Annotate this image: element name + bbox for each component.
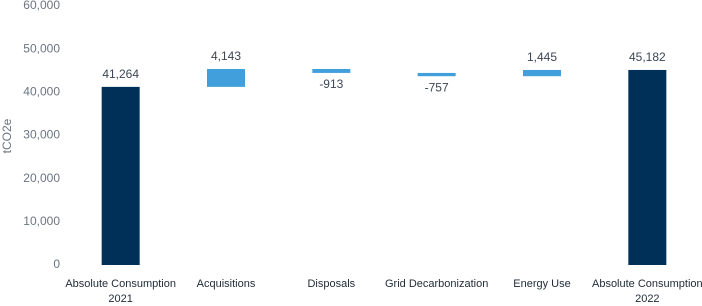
value-label: -913 [319, 77, 343, 91]
bar [207, 68, 245, 87]
bar [523, 69, 561, 77]
x-tick-label: Acquisitions [196, 278, 256, 290]
y-tick-label: 50,000 [23, 41, 60, 55]
bar [628, 69, 667, 266]
x-tick-label: Absolute Consumption 2022 [591, 278, 702, 305]
value-label: 1,445 [527, 50, 557, 64]
y-tick-label: 0 [53, 257, 60, 271]
y-tick-label: 20,000 [23, 171, 60, 185]
value-label: 45,182 [629, 50, 666, 64]
y-tick-label: 60,000 [23, 0, 60, 12]
value-label: 41,264 [102, 67, 139, 81]
y-tick-label: 40,000 [23, 85, 60, 99]
y-axis-title: tCO2e [0, 118, 14, 153]
bar [312, 68, 351, 73]
x-tick-label: Energy Use [513, 278, 571, 290]
x-tick-label: Absolute Consumption 2021 [65, 278, 176, 305]
x-tick-label: Disposals [307, 278, 356, 290]
value-label: -757 [425, 80, 449, 94]
x-tick-label: Grid Decarbonization [384, 278, 489, 290]
y-tick-label: 10,000 [23, 214, 60, 228]
value-label: 4,143 [211, 49, 241, 63]
bar [417, 72, 456, 77]
bar [101, 86, 140, 265]
y-tick-label: 30,000 [23, 128, 60, 142]
